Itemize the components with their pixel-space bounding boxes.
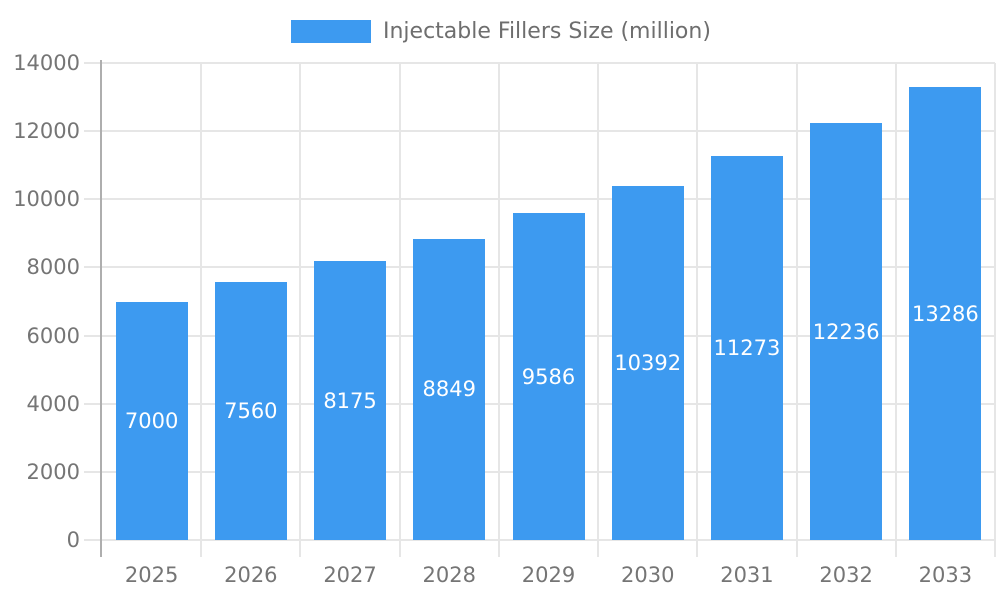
y-axis-line bbox=[100, 60, 102, 557]
bar-value-label: 11273 bbox=[713, 335, 781, 360]
bar[interactable] bbox=[512, 213, 585, 540]
y-gridline bbox=[84, 130, 995, 133]
bar-value-label: 8175 bbox=[323, 388, 377, 413]
legend-color-swatch bbox=[291, 20, 371, 43]
bar-value-label: 10392 bbox=[614, 350, 682, 375]
x-gridline bbox=[795, 63, 798, 557]
y-gridline bbox=[84, 62, 995, 64]
x-gridline bbox=[200, 63, 203, 557]
y-axis-tick-label: 12000 bbox=[13, 119, 80, 144]
bar[interactable] bbox=[909, 87, 982, 540]
bar[interactable] bbox=[710, 155, 783, 540]
x-axis-tick-label: 2026 bbox=[224, 563, 278, 587]
x-axis-tick-label: 2031 bbox=[720, 563, 774, 587]
bar[interactable] bbox=[810, 123, 883, 540]
x-axis-tick-label: 2029 bbox=[521, 563, 576, 587]
bar-value-label: 12236 bbox=[812, 319, 880, 344]
bar[interactable] bbox=[115, 301, 188, 540]
bar-value-label: 7000 bbox=[124, 408, 179, 433]
x-gridline bbox=[894, 63, 897, 557]
bar[interactable] bbox=[314, 261, 387, 540]
y-axis-tick-label: 6000 bbox=[26, 323, 80, 348]
bar-value-label: 8849 bbox=[422, 377, 476, 402]
y-gridline bbox=[84, 539, 995, 541]
y-axis-tick-label: 14000 bbox=[13, 51, 80, 75]
bar-value-label: 9586 bbox=[521, 364, 576, 389]
y-axis-tick-label: 2000 bbox=[26, 459, 80, 484]
x-axis-tick-label: 2025 bbox=[124, 563, 179, 587]
x-gridline bbox=[597, 63, 600, 557]
bar[interactable] bbox=[214, 282, 287, 540]
y-axis-tick-label: 0 bbox=[66, 528, 80, 552]
legend-label: Injectable Fillers Size (million) bbox=[383, 19, 711, 44]
x-gridline bbox=[398, 63, 401, 557]
x-gridline bbox=[497, 63, 500, 557]
x-axis-tick-label: 2028 bbox=[422, 563, 476, 587]
y-axis-tick-label: 10000 bbox=[13, 187, 80, 212]
y-gridline bbox=[84, 198, 995, 201]
y-axis-tick-label: 4000 bbox=[26, 391, 80, 416]
x-gridline bbox=[696, 63, 699, 557]
legend[interactable]: Injectable Fillers Size (million) bbox=[291, 19, 711, 44]
x-axis-tick-label: 2030 bbox=[620, 563, 675, 587]
y-axis-tick-label: 8000 bbox=[26, 255, 80, 280]
x-gridline bbox=[299, 63, 302, 557]
x-axis-tick-label: 2027 bbox=[323, 563, 377, 587]
bar-value-label: 7560 bbox=[224, 399, 278, 424]
x-axis-tick-label: 2032 bbox=[819, 563, 873, 587]
bar-value-label: 13286 bbox=[911, 301, 979, 326]
bar[interactable] bbox=[413, 238, 486, 540]
bar[interactable] bbox=[611, 185, 684, 540]
x-gridline bbox=[994, 63, 996, 557]
x-axis-tick-label: 2033 bbox=[918, 563, 973, 587]
